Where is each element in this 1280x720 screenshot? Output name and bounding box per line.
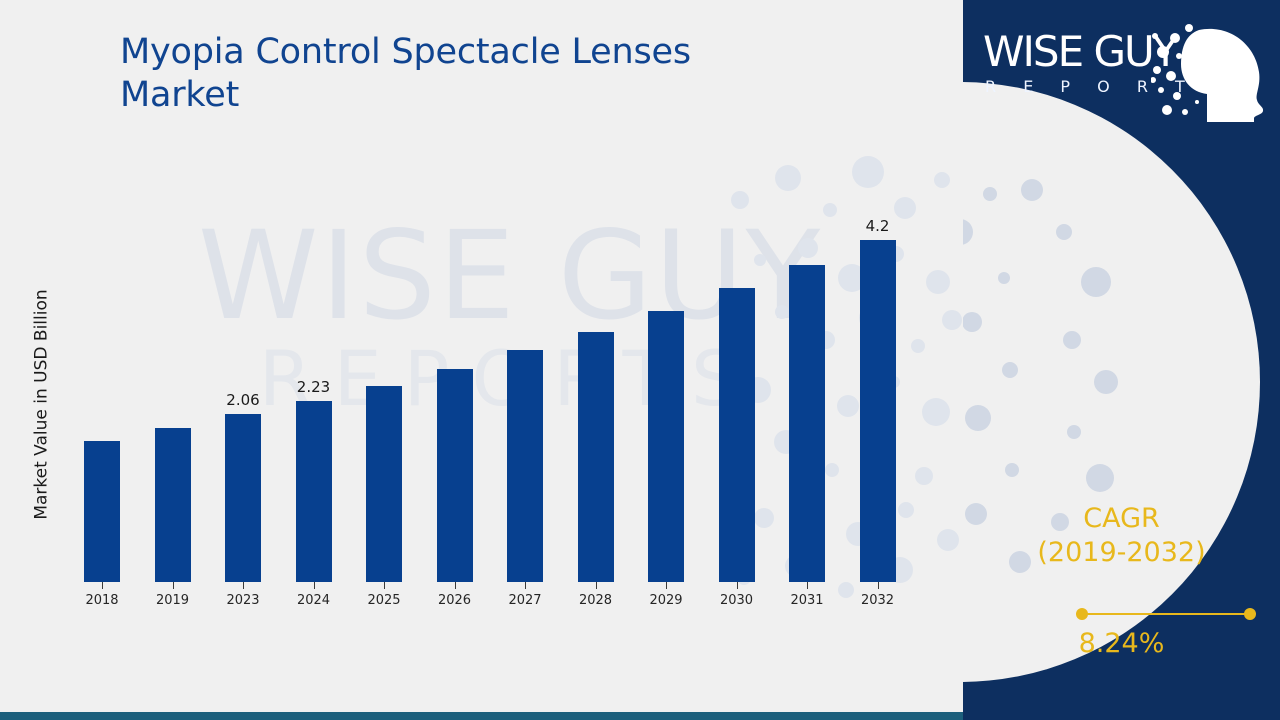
- x-tick-2019: [173, 582, 174, 589]
- bar-value-label-2024: 2.23: [296, 378, 331, 396]
- x-axis-label-2019: 2019: [155, 593, 190, 608]
- x-tick-2029: [666, 582, 667, 589]
- x-tick-2023: [243, 582, 244, 589]
- bar-2029: [648, 311, 684, 582]
- x-axis-label-2030: 2030: [719, 593, 754, 608]
- x-axis-label-2032: 2032: [860, 593, 895, 608]
- bar-2031: [789, 265, 825, 582]
- bar-2023: [225, 414, 261, 582]
- cagr-period: (2019-2032): [1037, 537, 1206, 568]
- x-axis-label-2023: 2023: [226, 593, 260, 608]
- bar-2028: [578, 332, 614, 582]
- y-axis-label: Market Value in USD Billion: [31, 289, 52, 520]
- bar-value-label-2023: 2.06: [226, 391, 260, 409]
- x-tick-2031: [807, 582, 808, 589]
- x-axis-label-2018: 2018: [85, 593, 119, 608]
- circle-dot-pattern: [963, 179, 1118, 573]
- bar-2018: [84, 441, 120, 582]
- bar-2024: [296, 401, 332, 582]
- bar-2019: [155, 428, 191, 582]
- x-tick-2032: [878, 582, 879, 589]
- bar-2030: [719, 288, 755, 582]
- bar-value-label-2032: 4.2: [865, 217, 890, 235]
- chart-panel: Myopia Control Spectacle Lenses Market W…: [0, 32, 963, 720]
- x-tick-2018: [102, 582, 103, 589]
- x-axis-label-2027: 2027: [508, 593, 542, 608]
- x-tick-2028: [596, 582, 597, 589]
- bar-2026: [437, 369, 473, 582]
- x-axis-label-2025: 2025: [367, 593, 401, 608]
- x-axis-label-2026: 2026: [437, 593, 472, 608]
- bar-chart-plot: Market Value in USD Billion 2018 2019 2.06…: [31, 217, 896, 608]
- x-tick-2025: [384, 582, 385, 589]
- x-axis-label-2031: 2031: [790, 593, 824, 608]
- logo-head-icon: [1151, 24, 1264, 122]
- page-title: Myopia Control Spectacle Lenses Market: [120, 32, 691, 115]
- bar-2025: [366, 386, 402, 582]
- cagr-block: CAGR (2019-2032) 8.24%: [963, 502, 1280, 659]
- cagr-divider: [1076, 608, 1256, 620]
- bottom-accent-strip: [0, 712, 963, 720]
- x-tick-2026: [455, 582, 456, 589]
- x-tick-2027: [525, 582, 526, 589]
- cagr-value: 8.24%: [1078, 628, 1165, 659]
- x-axis-label-2029: 2029: [649, 593, 683, 608]
- side-panel: WISE GUY R E P O R T S CAGR (2019-2032): [963, 0, 1280, 720]
- bar-2027: [507, 350, 543, 582]
- x-tick-2024: [314, 582, 315, 589]
- logo: WISE GUY R E P O R T S: [975, 22, 1275, 122]
- bar-2032: [860, 240, 896, 582]
- x-axis-label-2024: 2024: [296, 593, 331, 608]
- logo-wordmark: WISE GUY: [983, 27, 1178, 76]
- x-tick-2030: [737, 582, 738, 589]
- cagr-title: CAGR: [1083, 503, 1160, 534]
- x-axis-label-2028: 2028: [578, 593, 613, 608]
